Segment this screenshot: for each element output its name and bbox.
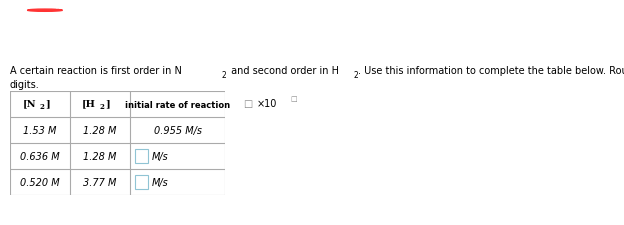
Text: ↺: ↺ [273,137,283,150]
Text: M/s: M/s [152,151,168,161]
Bar [135,149,148,163]
Text: ×10: ×10 [256,99,277,109]
Text: Using reactant reaction order to predict changes in initial rate: Using reactant reaction order to predict… [56,22,359,32]
Text: KINETICS AND EQUILIBRIUM: KINETICS AND EQUILIBRIUM [56,4,153,10]
Text: ]: ] [45,99,50,108]
Text: 2: 2 [99,103,104,110]
Text: 0.520 M: 0.520 M [20,177,60,187]
Text: 3.77 M: 3.77 M [84,177,117,187]
Text: 0.955 M/s: 0.955 M/s [154,126,202,135]
Text: initial rate of reaction: initial rate of reaction [125,100,230,109]
Text: 2: 2 [39,103,44,110]
Text: ?: ? [301,137,309,150]
Text: A certain reaction is first order in N: A certain reaction is first order in N [10,66,182,76]
Text: and second order in H: and second order in H [228,66,339,76]
Text: digits.: digits. [10,80,40,90]
Text: M/s: M/s [152,177,168,187]
Text: 2: 2 [353,71,358,80]
Text: □: □ [243,99,253,109]
Bar [135,175,148,189]
Text: □: □ [290,96,297,102]
Text: [H: [H [82,99,96,108]
Text: 1.28 M: 1.28 M [84,126,117,135]
Text: 1.28 M: 1.28 M [84,151,117,161]
Circle shape [27,10,62,12]
Text: ▼: ▼ [42,45,48,54]
Text: ]: ] [105,99,110,108]
Text: [N: [N [22,99,36,108]
Text: . Use this information to complete the table below. Round each of your answers t: . Use this information to complete the t… [358,66,624,76]
Text: 0.636 M: 0.636 M [20,151,60,161]
Text: x: x [246,137,255,150]
Text: 2: 2 [222,71,227,80]
Text: 1.53 M: 1.53 M [23,126,57,135]
